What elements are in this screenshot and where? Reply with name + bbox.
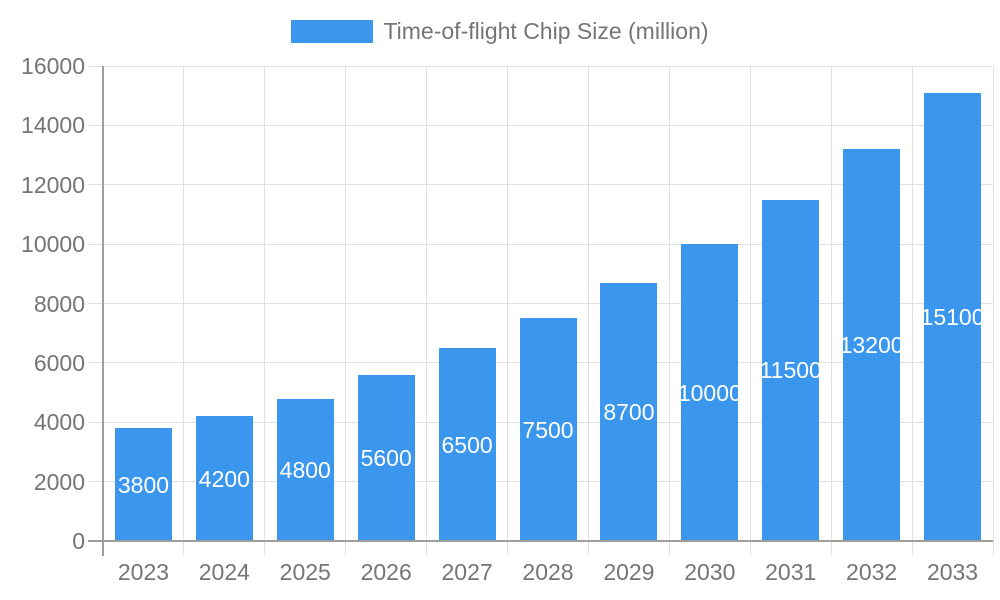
gridline-vertical	[264, 66, 266, 541]
gridline-horizontal	[103, 303, 993, 304]
y-tick-mark	[88, 124, 103, 126]
bar-value-label: 4200	[198, 465, 250, 492]
legend-label: Time-of-flight Chip Size (million)	[383, 18, 709, 44]
x-tick-mark	[426, 541, 428, 555]
x-axis-tick-label: 2028	[522, 559, 574, 585]
gridline-vertical	[992, 66, 994, 541]
bar-value-label: 4800	[279, 456, 331, 483]
y-axis-tick-label: 2000	[33, 468, 85, 495]
bar-2031: 11500	[759, 199, 822, 541]
y-tick-mark	[88, 243, 103, 245]
x-tick-mark	[911, 541, 913, 555]
bar-2026: 5600	[357, 374, 415, 541]
gridline-vertical	[668, 66, 670, 541]
y-axis-tick-label: 10000	[21, 231, 85, 258]
bar-value-label: 11500	[759, 357, 822, 384]
x-axis-tick-label: 2032	[846, 559, 898, 585]
bar-value-label: 5600	[360, 444, 412, 471]
x-axis-tick-label: 2026	[360, 559, 412, 585]
gridline-vertical	[507, 66, 509, 541]
gridline-vertical	[911, 66, 913, 541]
gridline-vertical	[749, 66, 751, 541]
bar-value-label: 13200	[839, 332, 904, 359]
y-tick-mark	[88, 65, 103, 67]
y-axis-tick-label: 16000	[21, 53, 85, 79]
legend: Time-of-flight Chip Size (million)	[0, 19, 1000, 43]
x-tick-mark	[507, 541, 509, 555]
x-axis-line	[88, 540, 993, 542]
x-axis-tick-label: 2029	[603, 559, 655, 585]
gridline-vertical	[345, 66, 347, 541]
y-axis-tick-label: 4000	[33, 409, 85, 436]
x-tick-mark	[264, 541, 266, 555]
bar-value-label: 3800	[117, 471, 170, 498]
gridline-horizontal	[103, 65, 993, 67]
y-tick-mark	[88, 421, 103, 423]
x-axis-tick-label: 2024	[198, 559, 250, 585]
legend-swatch	[291, 19, 374, 43]
bar-2029: 8700	[600, 282, 658, 541]
y-axis-line	[102, 66, 104, 556]
bar-2024: 4200	[195, 416, 253, 541]
y-tick-mark	[88, 303, 103, 304]
gridline-horizontal	[103, 243, 993, 245]
y-axis-tick-label: 14000	[21, 112, 85, 139]
x-axis-tick-label: 2031	[765, 559, 817, 585]
x-tick-mark	[345, 541, 347, 555]
y-tick-mark	[88, 481, 103, 483]
x-axis-tick-label: 2033	[926, 559, 979, 585]
bar-value-label: 8700	[603, 398, 655, 425]
y-axis-tick-label: 0	[72, 528, 85, 554]
y-axis-tick-label: 12000	[21, 171, 85, 198]
x-tick-mark	[992, 541, 994, 555]
x-tick-mark	[668, 541, 670, 555]
x-axis-tick-label: 2025	[279, 559, 331, 585]
y-axis-tick-label: 6000	[33, 349, 85, 376]
bar-value-label: 15100	[920, 303, 985, 330]
gridline-vertical	[587, 66, 589, 541]
x-tick-mark	[830, 541, 832, 555]
bar-value-label: 6500	[441, 431, 493, 458]
plot-area: 0 2000 4000 6000 8000 10000 12000 14000 16000 380…	[21, 53, 994, 585]
y-tick-mark	[88, 184, 103, 186]
y-axis-tick-label: 8000	[33, 290, 85, 317]
bar-2033: 15100	[921, 92, 985, 541]
gridline-horizontal	[103, 184, 993, 186]
bar-2032: 13200	[840, 149, 904, 541]
gridline-vertical	[426, 66, 428, 541]
x-tick-mark	[749, 541, 751, 555]
x-axis-tick-label: 2030	[684, 559, 736, 585]
bar-2023: 3800	[114, 428, 172, 541]
bar-value-label: 7500	[522, 416, 574, 443]
x-axis-tick-label: 2023	[117, 559, 170, 585]
gridline-vertical	[183, 66, 185, 541]
y-tick-mark	[88, 362, 103, 364]
gridline-vertical	[830, 66, 832, 541]
x-tick-mark	[587, 541, 589, 555]
gridline-horizontal	[103, 124, 993, 126]
bar-2030: 10000	[678, 244, 742, 541]
bar-2028: 7500	[519, 318, 577, 541]
bar-2027: 6500	[438, 348, 496, 541]
bar-value-label: 10000	[677, 379, 742, 406]
x-tick-mark	[183, 541, 185, 555]
x-axis-tick-label: 2027	[441, 559, 493, 585]
bar-2025: 4800	[276, 398, 334, 541]
